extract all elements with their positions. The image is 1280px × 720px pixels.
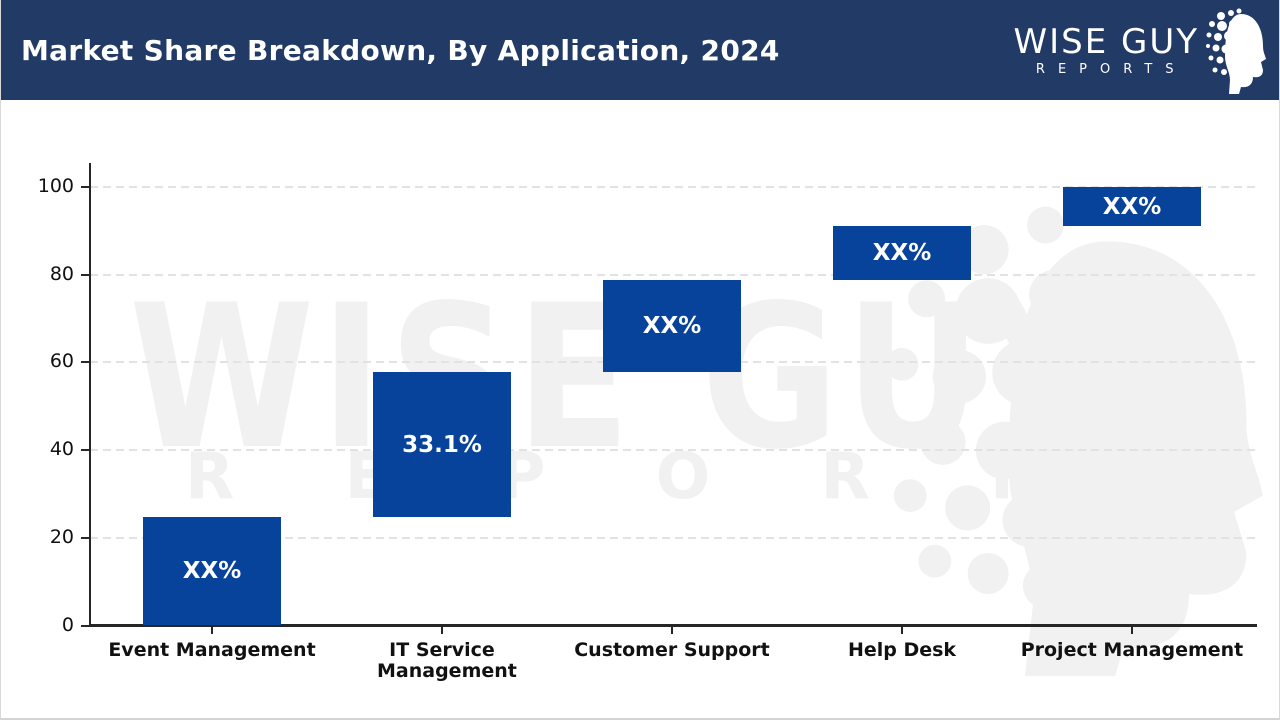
y-axis-tick-label: 80: [49, 262, 74, 285]
bar-it-service-management: 33.1%: [373, 372, 511, 518]
bar-value-label: XX%: [642, 313, 702, 340]
chart-title: Market Share Breakdown, By Application, …: [21, 34, 780, 67]
y-axis-tick-mark: [81, 186, 90, 188]
gridline-40: [90, 449, 1257, 452]
x-axis-category-label-event-management: Event Management: [108, 638, 316, 661]
x-axis-category-label-it-service-management: IT Service Management: [377, 638, 517, 683]
gridline-80: [90, 273, 1257, 276]
x-axis-tick-mark: [211, 626, 213, 634]
bar-value-label: 33.1%: [402, 431, 482, 458]
brand-subtitle: REPORTS: [1035, 62, 1187, 78]
y-axis-tick-mark: [81, 361, 90, 364]
y-axis-tick-label: 0: [61, 613, 74, 636]
brand-face-icon: [1206, 8, 1266, 94]
x-axis-tick-mark: [441, 626, 443, 634]
y-axis-tick-mark: [81, 449, 90, 452]
brand-logo-text: WISE GUY REPORTS: [1013, 21, 1199, 78]
gridline-20: [90, 536, 1257, 539]
y-axis-tick-label: 100: [37, 175, 74, 197]
y-axis-tick-mark: [81, 536, 90, 539]
x-axis-tick-mark: [671, 626, 673, 634]
bar-value-label: XX%: [182, 558, 242, 585]
bar-project-management: XX%: [1063, 187, 1201, 227]
header-bar: Market Share Breakdown, By Application, …: [1, 0, 1279, 100]
y-axis-tick-label: 20: [49, 525, 74, 548]
y-axis-tick-mark: [81, 624, 90, 627]
y-axis-tick-label: 60: [49, 350, 74, 373]
y-axis-line: [89, 163, 91, 627]
x-axis-tick-mark: [901, 626, 903, 634]
watermark-brand-subtitle: R E P O R T S: [185, 440, 1225, 514]
bar-event-management: XX%: [143, 517, 281, 626]
gridline-100: [90, 186, 1257, 188]
bar-help-desk: XX%: [833, 226, 971, 281]
bar-customer-support: XX%: [603, 280, 741, 373]
brand-name: WISE GUY: [1013, 21, 1199, 62]
x-axis-category-label-customer-support: Customer Support: [574, 638, 770, 661]
y-axis-tick-label: 40: [49, 438, 74, 461]
x-axis-tick-mark: [1131, 626, 1133, 634]
bar-value-label: XX%: [872, 240, 932, 267]
x-axis-category-label-help-desk: Help Desk: [847, 638, 957, 661]
brand-logo: WISE GUY REPORTS: [1013, 8, 1267, 94]
x-axis-category-label-project-management: Project Management: [1020, 638, 1244, 661]
x-axis-line: [90, 624, 1257, 627]
y-axis-tick-mark: [81, 273, 90, 276]
bar-value-label: XX%: [1102, 193, 1162, 220]
